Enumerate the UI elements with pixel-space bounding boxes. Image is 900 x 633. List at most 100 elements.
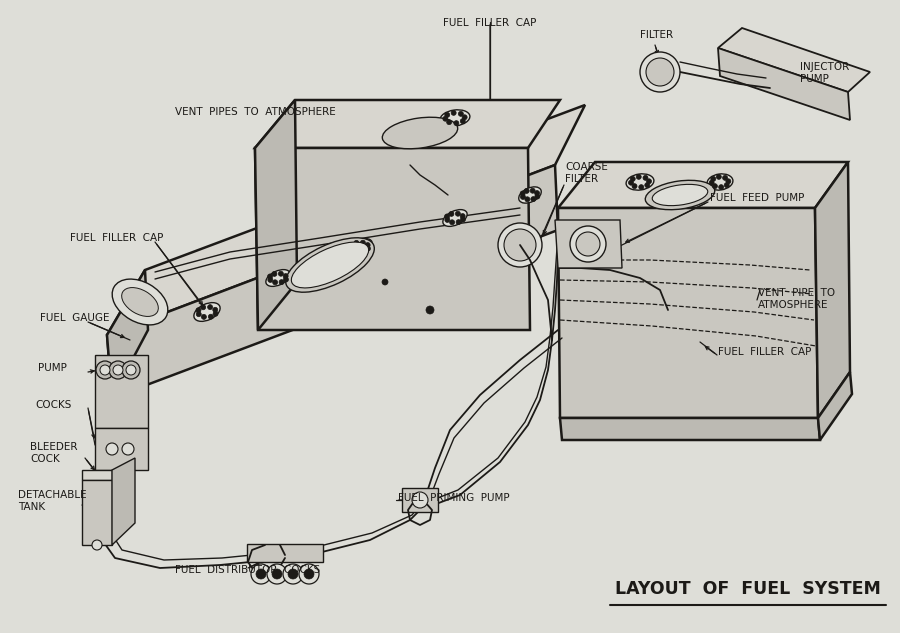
Text: FUEL  FILLER  CAP: FUEL FILLER CAP [70,233,164,243]
Polygon shape [718,28,870,92]
Circle shape [520,194,526,199]
Polygon shape [247,544,323,562]
Circle shape [106,443,118,455]
Ellipse shape [348,239,372,255]
Circle shape [445,217,450,222]
Circle shape [350,246,355,251]
Circle shape [267,564,287,584]
Text: FUEL  FILLER  CAP: FUEL FILLER CAP [444,18,536,28]
Text: FUEL  FILLER  CAP: FUEL FILLER CAP [718,347,812,357]
Polygon shape [95,428,148,470]
Circle shape [463,115,467,120]
Circle shape [96,361,114,379]
Circle shape [455,211,461,216]
Circle shape [524,189,529,193]
Circle shape [644,183,650,187]
Circle shape [711,177,716,182]
Circle shape [122,443,134,455]
Circle shape [279,280,284,285]
Circle shape [268,277,273,282]
Circle shape [630,177,635,182]
Text: BLEEDER
COCK: BLEEDER COCK [30,442,77,463]
Ellipse shape [194,303,220,322]
Circle shape [628,180,634,185]
Circle shape [202,315,206,320]
Ellipse shape [122,287,158,316]
Polygon shape [107,270,148,398]
Circle shape [449,211,454,216]
Text: FUEL  FEED  PUMP: FUEL FEED PUMP [710,193,805,203]
Circle shape [92,540,102,550]
Circle shape [213,311,218,316]
Ellipse shape [382,117,458,149]
Text: DETACHABLE
TANK: DETACHABLE TANK [18,490,86,511]
Circle shape [646,58,674,86]
Circle shape [723,175,727,180]
Circle shape [100,365,110,375]
Polygon shape [255,100,297,330]
Circle shape [283,564,303,584]
Circle shape [498,223,542,267]
Ellipse shape [112,279,167,325]
Circle shape [724,183,729,187]
Circle shape [365,242,370,248]
Circle shape [365,246,371,251]
Circle shape [273,280,277,285]
Circle shape [201,304,206,310]
Circle shape [288,569,298,579]
Circle shape [122,361,140,379]
Polygon shape [107,105,585,335]
Circle shape [267,274,273,279]
Circle shape [126,365,136,375]
Ellipse shape [707,174,733,190]
Polygon shape [818,372,852,440]
Circle shape [535,194,540,199]
Circle shape [113,365,123,375]
Circle shape [272,569,282,579]
Polygon shape [718,48,850,120]
Circle shape [355,249,360,254]
Circle shape [460,118,465,123]
Circle shape [454,121,459,125]
Circle shape [349,243,355,248]
Polygon shape [558,162,848,208]
Circle shape [643,175,648,180]
Circle shape [640,52,680,92]
Circle shape [304,569,314,579]
Circle shape [361,249,366,254]
Text: FUEL  PRIMING  PUMP: FUEL PRIMING PUMP [398,493,509,503]
Circle shape [632,184,637,189]
Ellipse shape [518,187,541,203]
Circle shape [451,110,456,115]
Circle shape [445,113,450,117]
Circle shape [504,229,536,261]
Polygon shape [82,480,112,545]
Text: VENT  PIPE  TO
ATMOSPHERE: VENT PIPE TO ATMOSPHERE [758,288,835,310]
Circle shape [354,241,359,246]
Polygon shape [558,208,818,418]
Ellipse shape [652,184,707,206]
Polygon shape [112,458,135,545]
Ellipse shape [266,270,290,286]
Circle shape [272,272,277,277]
Text: INJECTOR
PUMP: INJECTOR PUMP [800,62,850,84]
Text: COCKS: COCKS [35,400,71,410]
Circle shape [709,180,714,185]
Ellipse shape [285,238,374,292]
Circle shape [196,311,202,316]
Circle shape [461,217,465,222]
Circle shape [196,308,201,313]
Circle shape [525,197,530,202]
Ellipse shape [292,242,369,288]
Polygon shape [255,148,530,330]
Circle shape [450,220,454,225]
Polygon shape [555,220,622,268]
Ellipse shape [443,210,467,227]
Circle shape [576,232,600,256]
Circle shape [639,185,644,190]
Circle shape [208,304,212,310]
Circle shape [443,116,448,122]
Polygon shape [255,100,560,148]
Circle shape [278,271,284,276]
Circle shape [446,120,452,125]
